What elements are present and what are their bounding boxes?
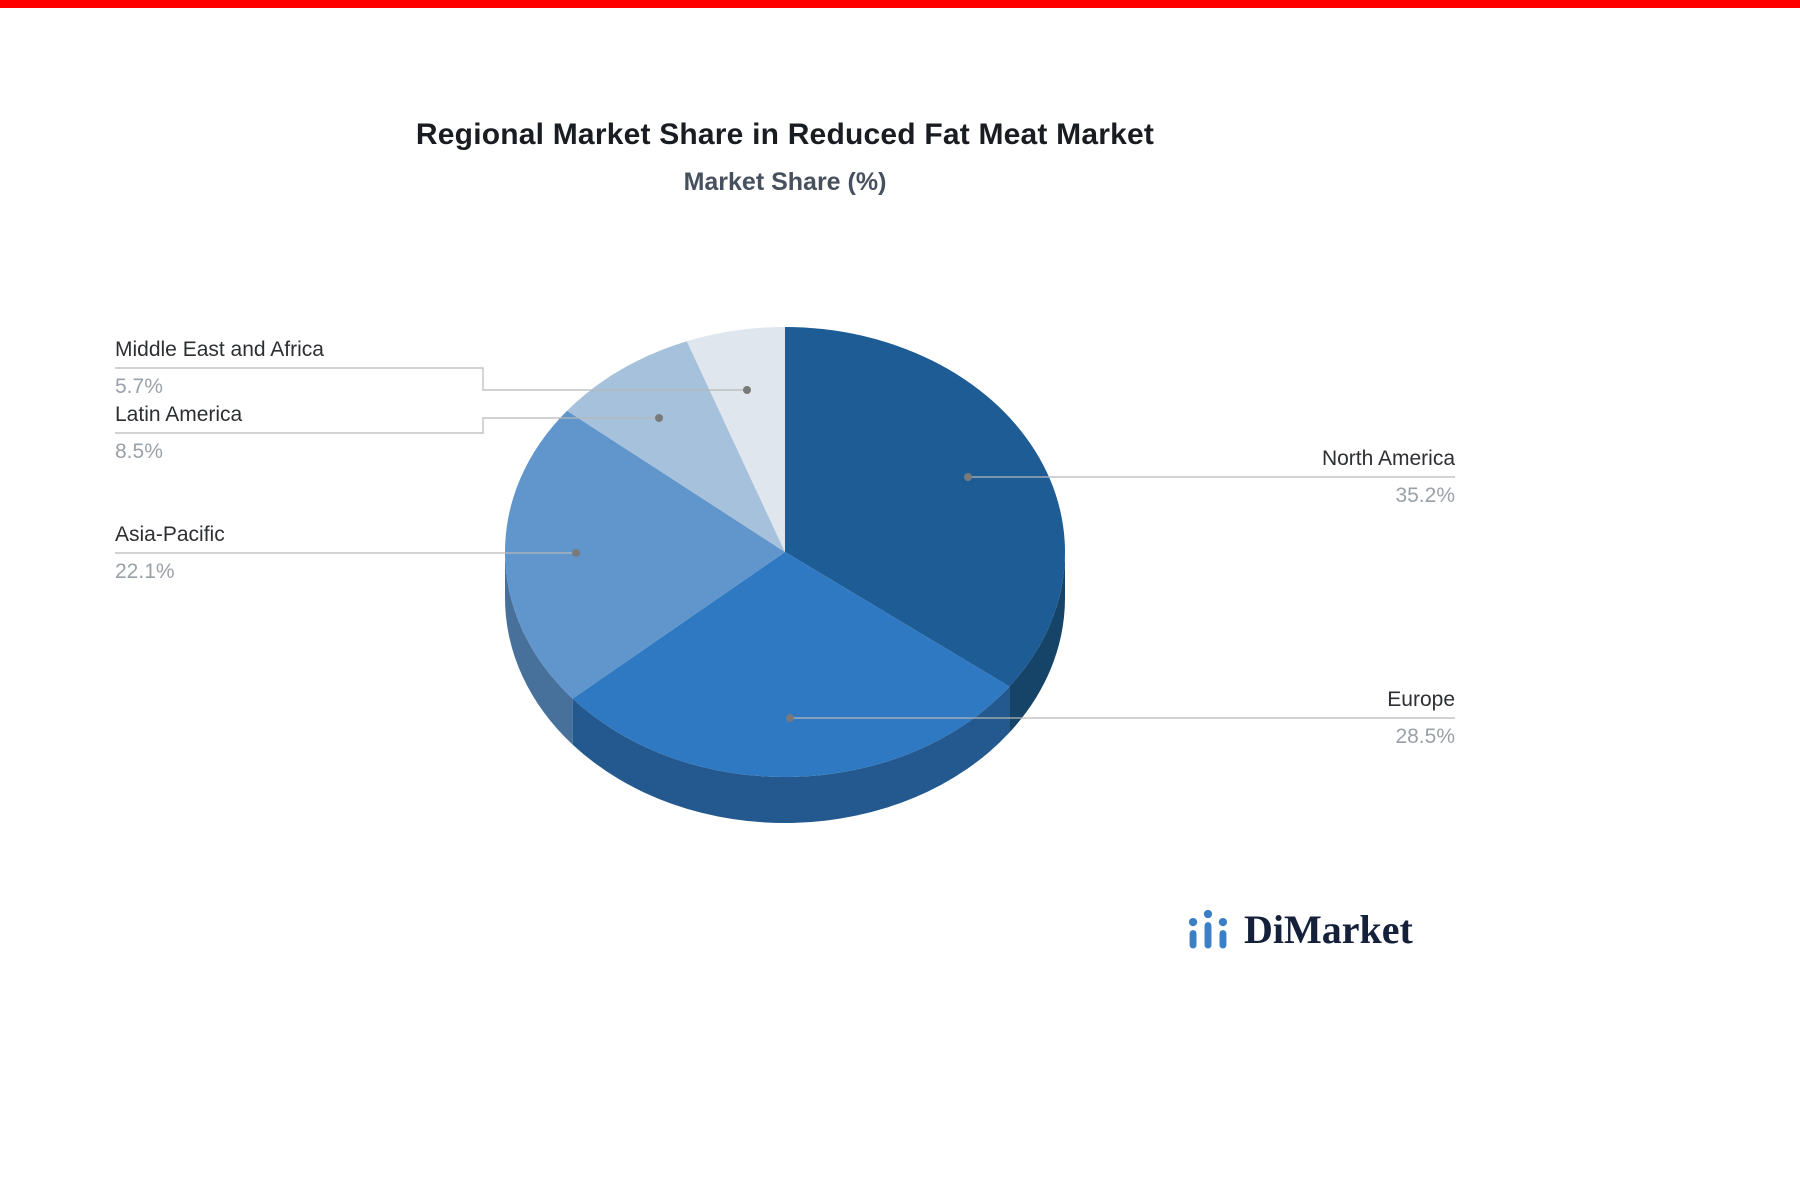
- leader-line-3: [115, 417, 659, 434]
- pie-slice-0[interactable]: [785, 327, 1065, 687]
- pie-slice-1[interactable]: [572, 552, 1010, 777]
- pie-slice-side-1: [572, 686, 1010, 823]
- slice-percent-1: 28.5%: [1395, 725, 1455, 748]
- bar-chart-dots-icon: [1188, 909, 1228, 949]
- pie-slice-4[interactable]: [686, 327, 785, 552]
- leader-dot-2: [572, 549, 580, 557]
- pie-slice-side-2: [505, 552, 573, 745]
- chart-title: Regional Market Share in Reduced Fat Mea…: [415, 118, 1155, 151]
- brand-logo-text: DiMarket: [1244, 907, 1413, 952]
- pie-slice-3[interactable]: [567, 341, 785, 552]
- slice-label-0: North America: [1321, 447, 1455, 470]
- pie-slice-2[interactable]: [505, 410, 785, 699]
- slice-percent-2: 22.1%: [115, 560, 175, 583]
- leader-dot-0: [964, 473, 972, 481]
- slice-label-3: Latin America: [115, 403, 243, 426]
- chart-subtitle: Market Share (%): [683, 168, 887, 196]
- leader-line-4: [115, 367, 747, 391]
- leader-dot-4: [743, 386, 751, 394]
- slice-percent-3: 8.5%: [115, 440, 163, 463]
- brand-logo: DiMarket: [1185, 906, 1413, 952]
- slice-percent-0: 35.2%: [1395, 484, 1455, 507]
- slice-label-1: Europe: [1387, 688, 1455, 711]
- slice-label-2: Asia-Pacific: [115, 523, 225, 546]
- slice-percent-4: 5.7%: [115, 375, 163, 398]
- top-border-strip: [0, 0, 1800, 8]
- pie-slice-side-0: [1009, 552, 1065, 733]
- leader-dot-3: [655, 414, 663, 422]
- slice-label-4: Middle East and Africa: [115, 338, 324, 361]
- leader-dot-1: [786, 714, 794, 722]
